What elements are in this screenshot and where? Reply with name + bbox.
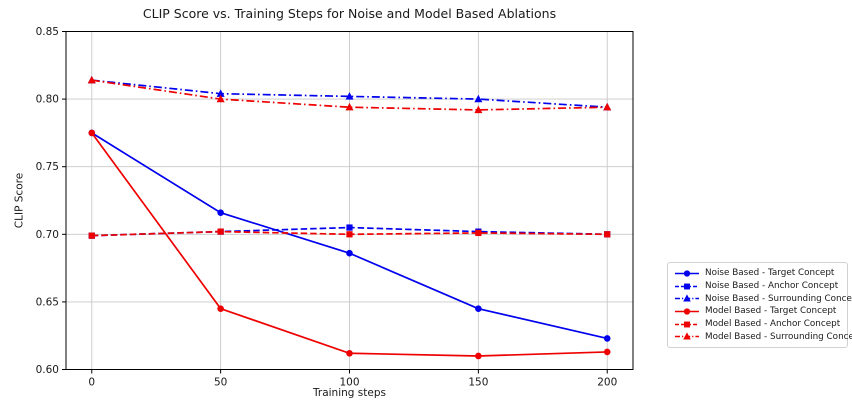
x-tick-label: 0 bbox=[88, 377, 95, 389]
legend-label: Noise Based - Target Concept bbox=[705, 268, 835, 279]
x-tick-label: 100 bbox=[339, 377, 359, 389]
x-tick-label: 50 bbox=[214, 377, 227, 389]
x-tick-label: 150 bbox=[468, 377, 488, 389]
x-axis-label: Training steps bbox=[313, 387, 386, 399]
legend-item: Model Based - Target Concept bbox=[674, 305, 841, 318]
square-line-sample-icon bbox=[675, 321, 699, 328]
legend-label: Model Based - Anchor Concept bbox=[705, 319, 841, 330]
legend: Noise Based - Target Concept Noise Based … bbox=[667, 262, 852, 349]
legend-label: Model Based - Target Concept bbox=[705, 306, 837, 317]
legend-item: Noise Based - Target Concept bbox=[674, 267, 841, 280]
y-tick-label: 0.65 bbox=[36, 296, 59, 308]
y-tick-label: 0.80 bbox=[36, 94, 59, 106]
legend-item: Model Based - Anchor Concept bbox=[674, 318, 841, 331]
y-tick-label: 0.75 bbox=[36, 161, 59, 173]
legend-label: Noise Based - Anchor Concept bbox=[705, 281, 839, 292]
triangle-line-sample-icon bbox=[675, 332, 699, 340]
legend-item: Noise Based - Surrounding Concept bbox=[674, 292, 852, 305]
legend-label: Model Based - Surrounding Concept bbox=[705, 331, 852, 342]
chart-title: CLIP Score vs. Training Steps for Noise … bbox=[142, 6, 557, 21]
y-tick-label: 0.70 bbox=[36, 229, 59, 241]
legend-label: Noise Based - Surrounding Concept bbox=[705, 293, 852, 304]
legend-item: Noise Based - Anchor Concept bbox=[674, 280, 841, 293]
y-axis-label: CLIP Score bbox=[13, 172, 26, 229]
y-tick-label: 0.85 bbox=[36, 26, 59, 38]
y-tick-label: 0.60 bbox=[36, 364, 59, 376]
circle-line-sample-icon bbox=[675, 308, 699, 315]
legend-item: Model Based - Surrounding Concept bbox=[674, 330, 852, 343]
circle-line-sample-icon bbox=[675, 270, 699, 277]
triangle-line-sample-icon bbox=[675, 294, 699, 302]
x-tick-label: 200 bbox=[597, 377, 617, 389]
square-line-sample-icon bbox=[675, 283, 699, 289]
